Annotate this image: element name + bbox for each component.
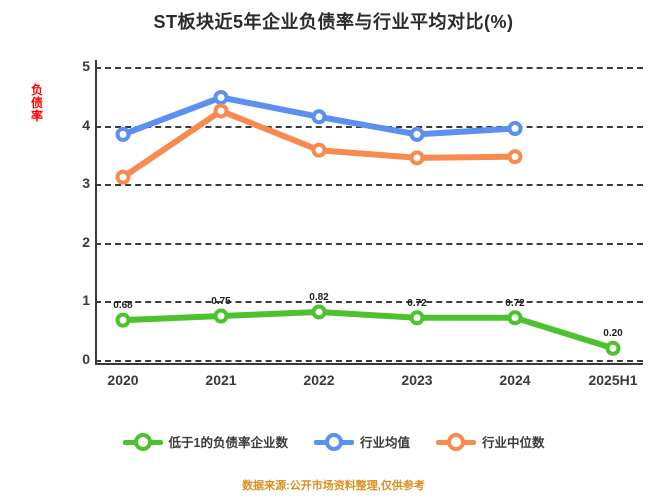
y-tick-label: 1 xyxy=(82,292,90,309)
gridline xyxy=(95,184,643,187)
data-point-label: 0.72 xyxy=(407,297,427,309)
y-tick-label: 3 xyxy=(82,175,90,192)
series-marker xyxy=(213,308,229,324)
data-point-label: 0.75 xyxy=(211,296,231,308)
y-tick-label: 0 xyxy=(82,351,90,367)
legend-label: 低于1的负债率企业数 xyxy=(168,436,288,450)
gridline xyxy=(95,242,643,245)
legend-item[interactable]: 低于1的负债率企业数 xyxy=(122,432,288,451)
data-point-label: 0.82 xyxy=(309,291,329,303)
series-marker xyxy=(409,310,425,326)
y-tick-label: 2 xyxy=(82,233,90,250)
legend-label: 行业中位数 xyxy=(481,436,545,450)
x-tick-label: 2024 xyxy=(499,372,531,388)
x-tick-label: 2023 xyxy=(401,372,433,388)
plot-area: 0.68 0.75 0.82 0.72 0.72 0.20 xyxy=(95,60,643,365)
series-marker xyxy=(507,149,523,165)
series-marker xyxy=(311,142,327,158)
series-marker xyxy=(507,310,523,326)
series-marker xyxy=(311,304,327,320)
series-marker xyxy=(213,89,229,105)
series-paths xyxy=(115,89,621,356)
legend-item[interactable]: 行业中位数 xyxy=(435,432,545,451)
chart-legend: 低于1的负债率企业数 行业均值 行业中位数 xyxy=(0,432,667,451)
series-marker xyxy=(409,150,425,166)
legend-item[interactable]: 行业均值 xyxy=(313,432,410,451)
series-marker xyxy=(115,126,131,142)
series-marker xyxy=(115,169,131,185)
y-axis-line xyxy=(95,60,97,365)
y-axis-title: 负债率 xyxy=(30,83,43,123)
data-point-label: 0.68 xyxy=(113,300,133,312)
x-axis-ticks: 2020 2021 2022 2023 2024 2025H1 xyxy=(95,372,643,398)
y-axis-ticks: 0 1 2 3 4 5 xyxy=(60,58,90,367)
x-tick-label: 2021 xyxy=(205,372,237,388)
x-tick-label: 2022 xyxy=(303,372,335,388)
legend-marker-icon xyxy=(122,432,163,451)
series-marker xyxy=(311,109,327,125)
series-marker xyxy=(213,103,229,119)
y-tick-label: 5 xyxy=(82,58,90,74)
x-axis-line xyxy=(95,363,643,365)
gridline xyxy=(95,360,643,362)
series-line xyxy=(120,308,616,352)
source-note: 数据来源:公开市场资料整理,仅供参考 xyxy=(242,480,425,492)
legend-marker-icon xyxy=(313,432,354,451)
y-tick-label: 4 xyxy=(82,116,90,133)
series-marker xyxy=(507,121,523,137)
gridline xyxy=(95,301,643,304)
data-point-label: 0.20 xyxy=(603,328,623,340)
series-marker xyxy=(409,126,425,142)
data-point-label: 0.72 xyxy=(505,297,525,309)
chart-title: ST板块近5年企业负债率与行业平均对比(%) xyxy=(153,12,514,32)
x-tick-label: 2025H1 xyxy=(588,372,638,388)
x-tick-label: 2020 xyxy=(107,372,139,388)
series-marker xyxy=(605,340,621,356)
legend-label: 行业均值 xyxy=(359,436,410,450)
gridline xyxy=(95,67,643,69)
legend-marker-icon xyxy=(435,432,476,451)
series-marker xyxy=(115,312,131,328)
